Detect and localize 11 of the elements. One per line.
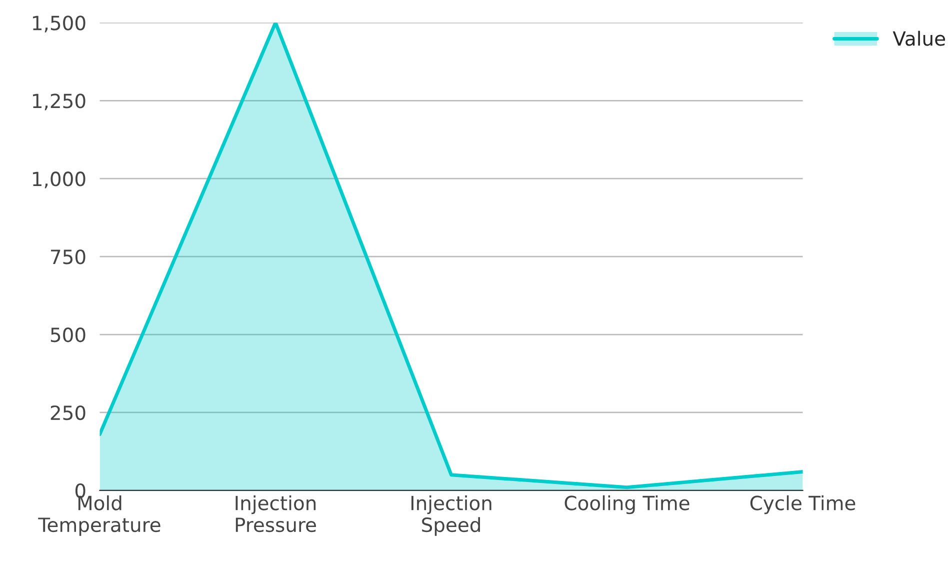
y-tick-label: 1,250 — [33, 94, 86, 110]
legend-label: Value — [892, 30, 946, 46]
y-tick-label: 500 — [50, 327, 86, 342]
x-tick-label: Cooling Time — [564, 495, 690, 514]
y-tick-label: 1,000 — [33, 172, 86, 188]
x-tick-label: Cycle Time — [750, 495, 856, 514]
x-tick-label: Injection Speed — [411, 495, 492, 536]
x-tick-label: Injection Pressure — [236, 495, 316, 532]
y-tick-label: 750 — [51, 250, 86, 264]
y-tick-label: 250 — [50, 405, 86, 420]
y-tick-label: 1,500 — [33, 16, 86, 32]
